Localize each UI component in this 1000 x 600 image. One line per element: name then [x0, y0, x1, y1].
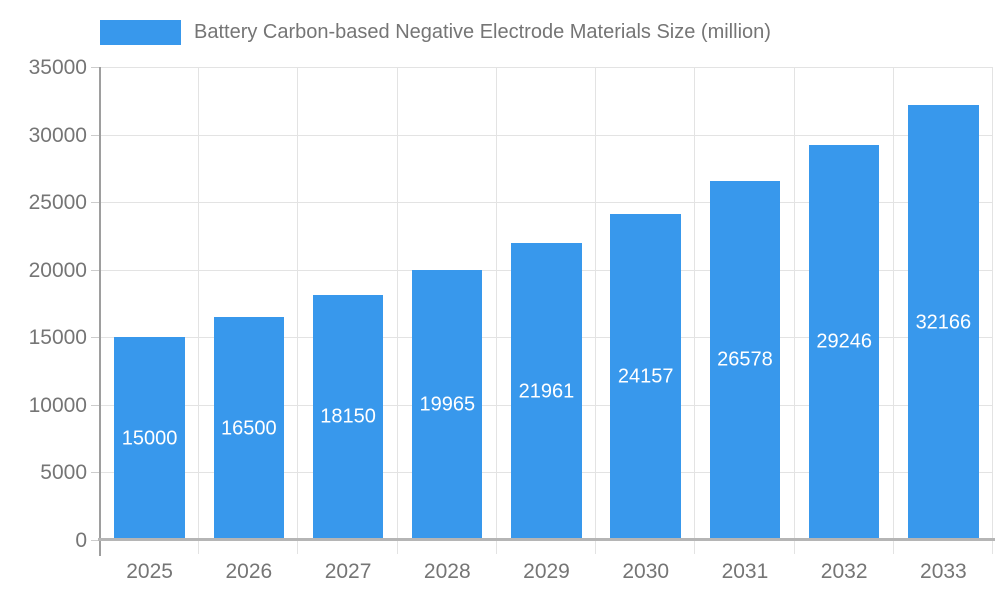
y-axis-tick	[91, 472, 100, 474]
bar-2030: 24157	[610, 213, 681, 540]
y-axis-tick	[91, 540, 100, 541]
bar-2027: 18150	[312, 294, 384, 540]
bar-value-label: 24157	[617, 365, 674, 388]
bar-value-label: 15000	[121, 427, 178, 450]
x-axis-line	[98, 538, 995, 541]
v-gridline	[595, 67, 597, 554]
y-axis-label: 10000	[28, 393, 87, 417]
bar-2028: 19965	[412, 270, 483, 540]
y-axis-label: 35000	[28, 56, 87, 79]
v-gridline	[992, 67, 993, 554]
h-gridline	[100, 67, 993, 68]
legend-swatch	[100, 19, 181, 45]
bar-value-label: 16500	[221, 417, 277, 439]
x-axis-label: 2032	[820, 560, 868, 583]
x-axis-label: 2031	[721, 560, 769, 583]
x-axis-label: 2030	[622, 560, 670, 583]
v-gridline	[892, 67, 894, 554]
bar-value-label: 21961	[518, 380, 575, 403]
bar-value-label: 26578	[717, 348, 773, 371]
bar-value-label: 19965	[419, 393, 476, 416]
h-gridline	[100, 134, 993, 136]
bar-2029: 21961	[511, 243, 582, 540]
h-gridline	[100, 202, 993, 204]
v-gridline	[495, 67, 497, 554]
bar-value-label: 32166	[915, 311, 972, 334]
plot-area: 15000 16500 18150 19965 21961 24157 26578 29246…	[29, 56, 995, 583]
y-axis-tick	[91, 202, 100, 204]
y-axis-label: 20000	[28, 258, 87, 282]
v-gridline	[198, 67, 200, 554]
y-axis-tick	[91, 67, 100, 68]
x-axis-label: 2029	[523, 560, 570, 583]
y-axis-label: 0	[75, 529, 87, 552]
bar-2025: 15000	[114, 337, 185, 540]
bar-value-label: 18150	[320, 405, 376, 428]
y-axis-tick	[91, 134, 100, 136]
legend-label: Battery Carbon-based Negative Electrode …	[194, 20, 771, 43]
x-axis-label: 2026	[225, 560, 273, 583]
y-axis-label: 5000	[40, 461, 87, 485]
y-axis-label: 30000	[28, 123, 87, 147]
y-axis-tick	[91, 404, 100, 406]
y-axis-label: 25000	[28, 191, 87, 215]
v-gridline	[694, 67, 696, 554]
y-axis-label: 15000	[28, 326, 87, 350]
bar-2031: 26578	[709, 180, 781, 540]
legend: Battery Carbon-based Negative Electrode …	[100, 18, 771, 46]
x-axis-label: 2025	[126, 560, 173, 583]
bar-2032: 29246	[808, 144, 880, 540]
v-gridline	[396, 67, 398, 554]
x-axis-label: 2028	[423, 560, 471, 583]
bar-value-label: 29246	[816, 330, 872, 353]
v-gridline	[793, 67, 795, 554]
bar-2026: 16500	[213, 317, 285, 540]
y-axis-tick	[91, 269, 100, 271]
x-axis-label: 2027	[324, 560, 372, 583]
y-axis-line	[99, 67, 101, 556]
bar-2033: 32166	[908, 105, 979, 540]
v-gridline	[297, 67, 299, 554]
y-axis-tick	[91, 337, 100, 339]
x-axis-label: 2033	[920, 560, 967, 583]
